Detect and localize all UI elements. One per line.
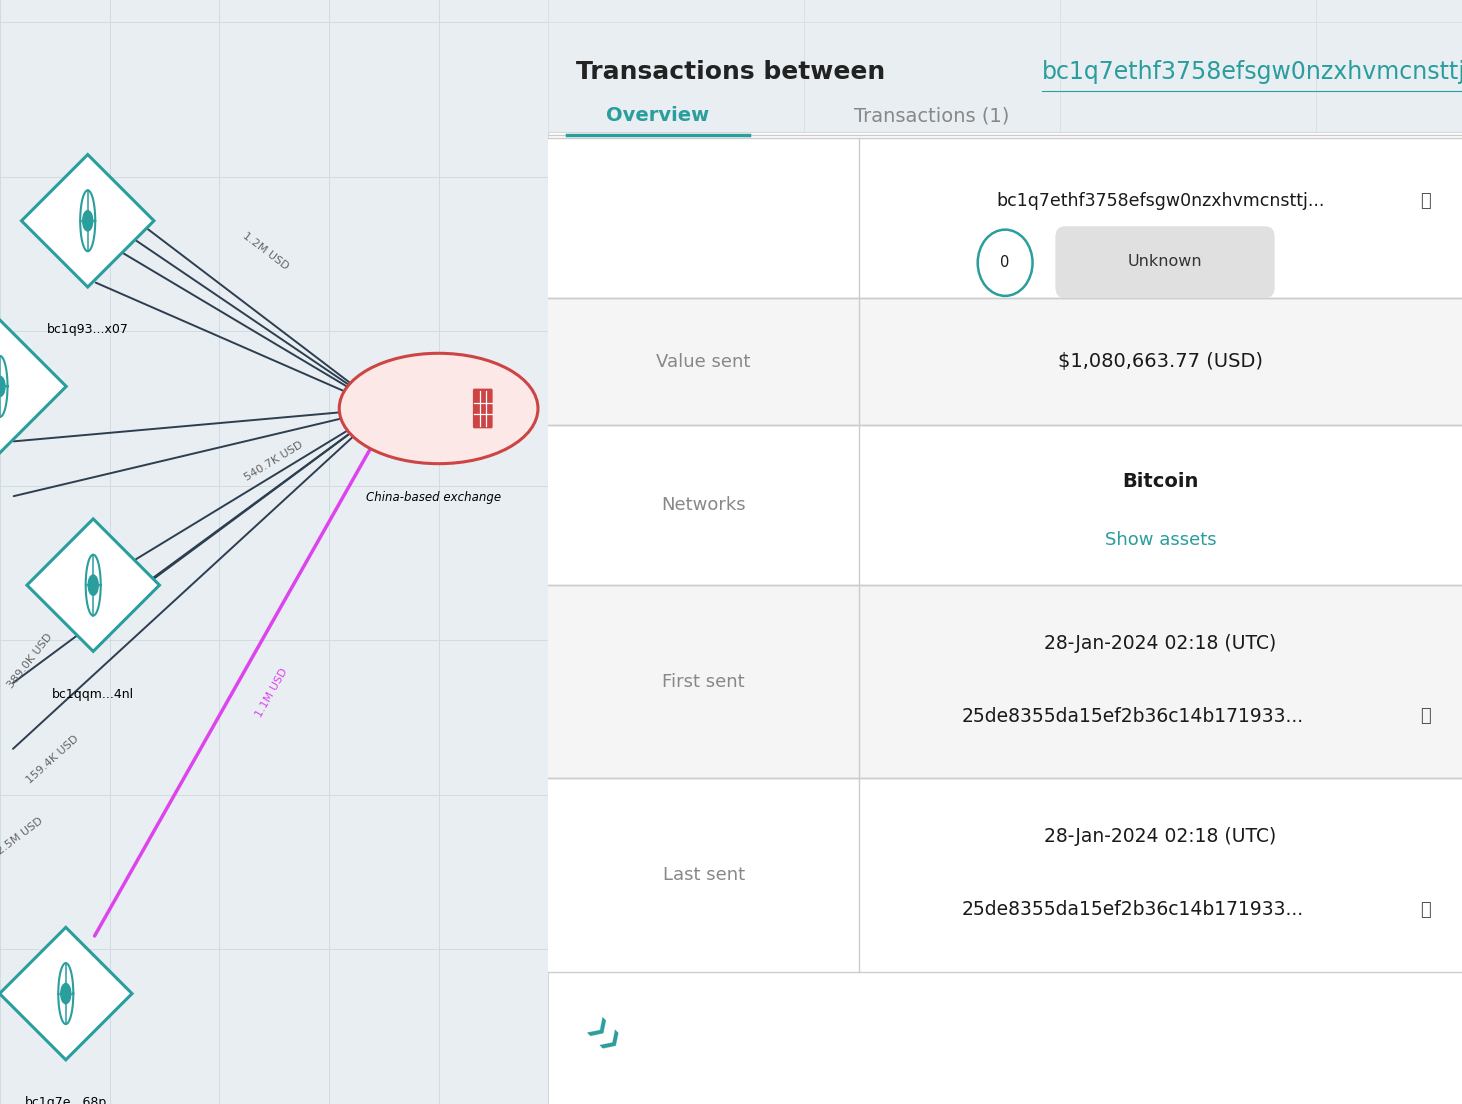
FancyBboxPatch shape xyxy=(548,138,1462,298)
Text: Show assets: Show assets xyxy=(1105,531,1216,550)
Text: ⧉: ⧉ xyxy=(1420,192,1431,210)
Text: 389.0K USD: 389.0K USD xyxy=(6,631,56,690)
FancyBboxPatch shape xyxy=(548,585,1462,778)
Text: 159.4K USD: 159.4K USD xyxy=(25,734,80,785)
Text: 28-Jan-2024 02:18 (UTC): 28-Jan-2024 02:18 (UTC) xyxy=(1044,634,1276,652)
Polygon shape xyxy=(22,155,154,287)
Text: Unknown: Unknown xyxy=(1127,254,1202,269)
Text: bc1qqm...4nl: bc1qqm...4nl xyxy=(53,688,135,701)
Text: 28-Jan-2024 02:18 (UTC): 28-Jan-2024 02:18 (UTC) xyxy=(1044,827,1276,846)
Text: Transactions (1): Transactions (1) xyxy=(854,106,1010,126)
Text: Transactions between: Transactions between xyxy=(576,60,885,84)
Text: 25de8355da15ef2b36c14b171933...: 25de8355da15ef2b36c14b171933... xyxy=(962,707,1304,726)
Polygon shape xyxy=(26,519,159,651)
Circle shape xyxy=(83,211,92,231)
Text: 1.1M USD: 1.1M USD xyxy=(253,667,289,719)
Text: bc1q7ethf3758efsgw0nzxhvmcnsttj...: bc1q7ethf3758efsgw0nzxhvmcnsttj... xyxy=(996,192,1325,210)
Text: Networks: Networks xyxy=(661,496,746,514)
FancyBboxPatch shape xyxy=(548,132,1462,1104)
Text: Overview: Overview xyxy=(607,106,709,126)
Text: 0: 0 xyxy=(1000,255,1010,270)
Circle shape xyxy=(0,376,4,396)
Text: bc1q7ethf3758efsgw0nzxhvmcnsttj2yw: bc1q7ethf3758efsgw0nzxhvmcnsttj2yw xyxy=(1041,60,1462,84)
Text: First sent: First sent xyxy=(662,672,746,691)
Text: China-based exchange: China-based exchange xyxy=(366,491,500,505)
Text: 540.7K USD: 540.7K USD xyxy=(243,439,306,482)
Text: $1,080,663.77 (USD): $1,080,663.77 (USD) xyxy=(1058,352,1263,371)
FancyBboxPatch shape xyxy=(548,778,1462,972)
FancyBboxPatch shape xyxy=(1056,226,1275,298)
Text: bc1q93...x07: bc1q93...x07 xyxy=(47,323,129,337)
FancyBboxPatch shape xyxy=(472,389,493,428)
Text: Value sent: Value sent xyxy=(656,352,751,371)
Text: bc1q7e...68p: bc1q7e...68p xyxy=(25,1096,107,1104)
Text: Bitcoin: Bitcoin xyxy=(1123,471,1199,490)
Text: 2.5M USD: 2.5M USD xyxy=(0,816,45,857)
Polygon shape xyxy=(0,320,66,453)
Circle shape xyxy=(61,984,70,1004)
Text: ⧉: ⧉ xyxy=(1420,708,1431,725)
Text: Last sent: Last sent xyxy=(662,866,744,884)
FancyBboxPatch shape xyxy=(548,298,1462,425)
Polygon shape xyxy=(0,927,132,1060)
Text: 25de8355da15ef2b36c14b171933...: 25de8355da15ef2b36c14b171933... xyxy=(962,900,1304,920)
Circle shape xyxy=(978,230,1032,296)
Text: 1.2M USD: 1.2M USD xyxy=(241,231,291,272)
Ellipse shape xyxy=(339,353,538,464)
FancyBboxPatch shape xyxy=(548,425,1462,585)
Text: ⧉: ⧉ xyxy=(1420,901,1431,919)
Text: ❯❯: ❯❯ xyxy=(582,1017,624,1059)
Circle shape xyxy=(88,575,98,595)
